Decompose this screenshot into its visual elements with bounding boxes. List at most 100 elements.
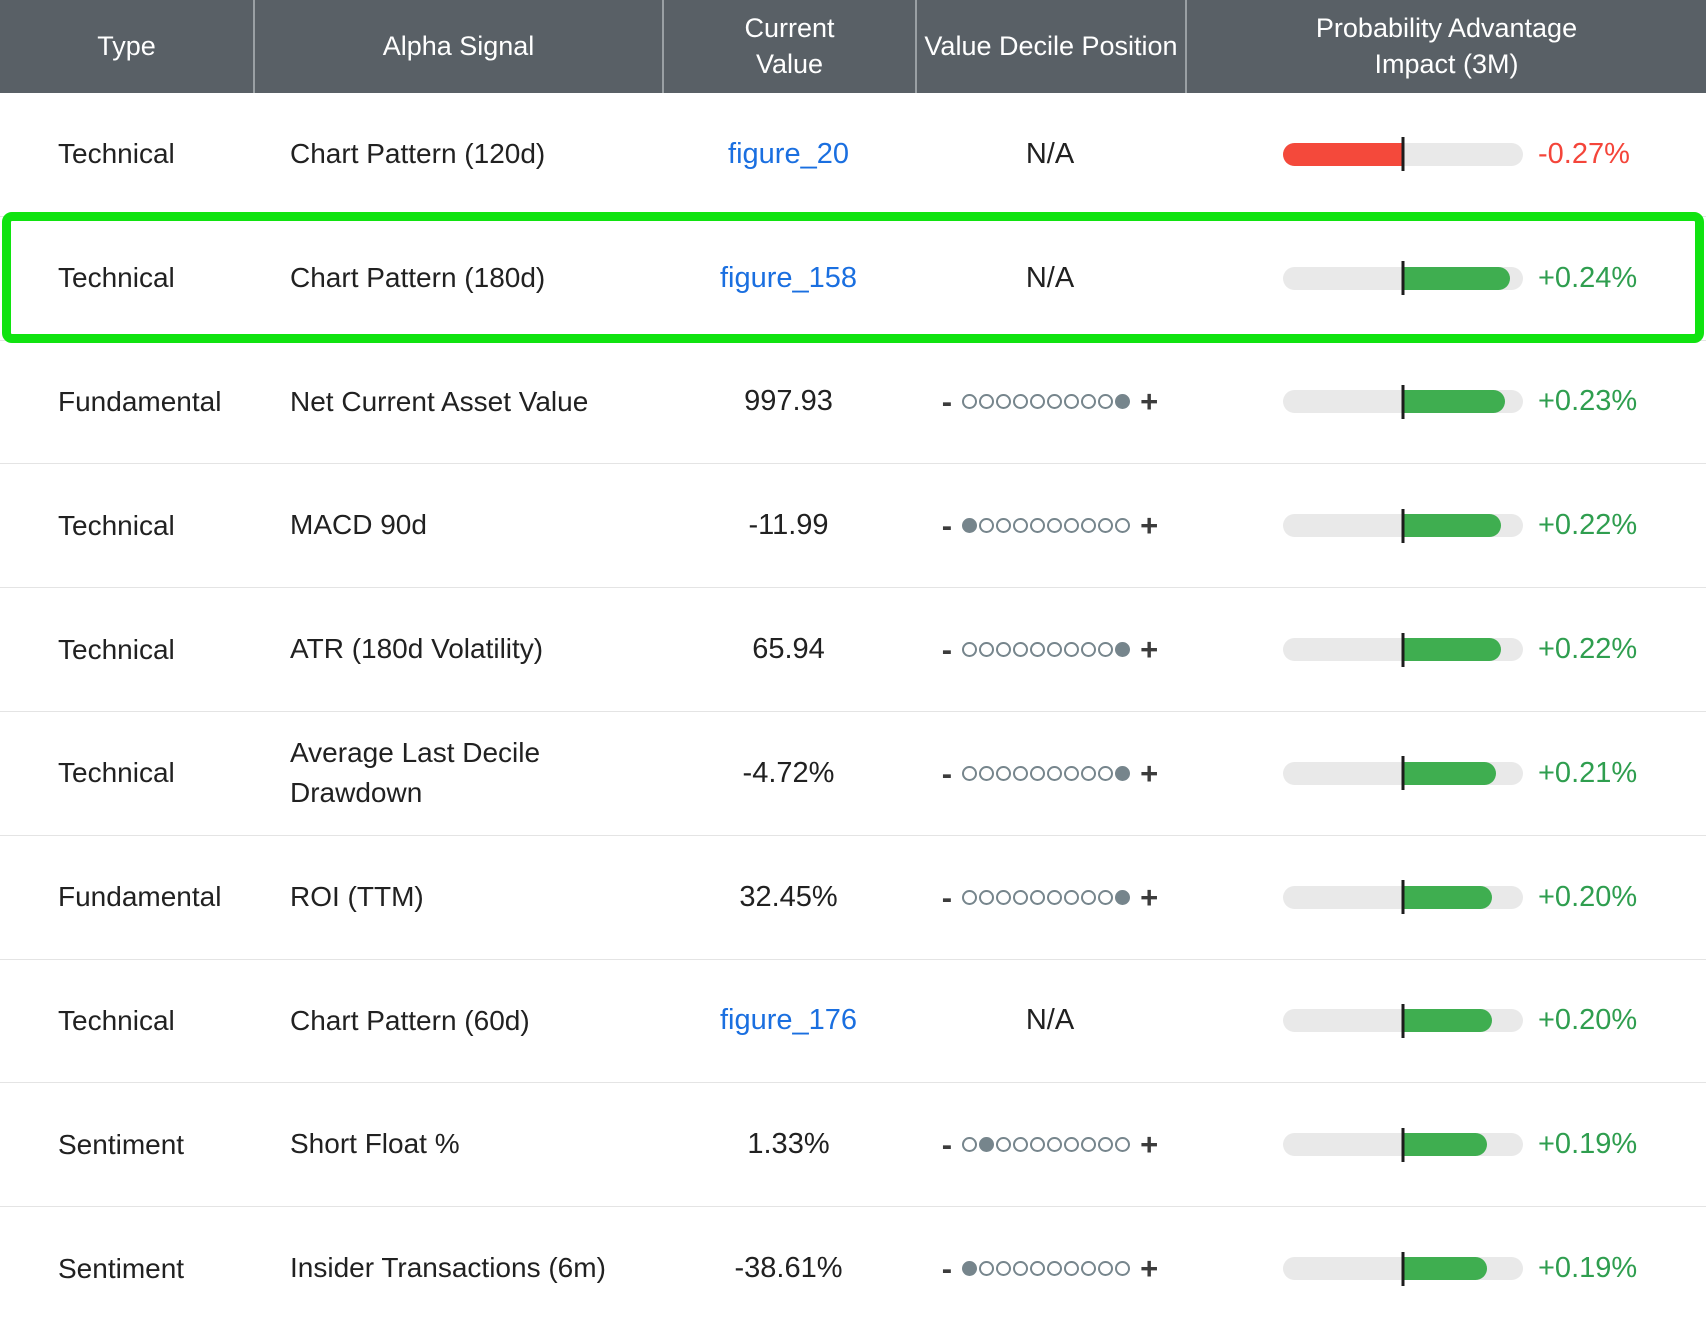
decile-dot <box>1098 642 1114 658</box>
decile-dot <box>1115 765 1131 781</box>
decile-dot <box>1064 765 1080 781</box>
decile-minus-button[interactable]: - <box>941 1251 953 1287</box>
decile-widget: - + <box>942 758 1158 789</box>
type-cell: Technical <box>0 588 253 711</box>
decile-dot <box>1081 518 1097 534</box>
decile-minus-button[interactable]: - <box>941 632 953 668</box>
decile-dot <box>1013 518 1029 534</box>
impact-bar-fill <box>1403 1257 1488 1281</box>
column-header-signal: Alpha Signal <box>253 0 662 93</box>
decile-minus-button[interactable]: - <box>941 1127 953 1163</box>
decile-plus-button[interactable]: + <box>1140 1127 1159 1163</box>
signal-cell: Chart Pattern (60d) <box>253 960 662 1083</box>
decile-dot <box>979 1261 995 1277</box>
signal-label: Insider Transactions (6m) <box>290 1252 606 1284</box>
decile-plus-button[interactable]: + <box>1140 755 1159 791</box>
decile-minus-button[interactable]: - <box>941 384 953 420</box>
impact-value: +0.19% <box>1538 1252 1638 1285</box>
decile-dot <box>979 642 995 658</box>
decile-dot <box>1098 1137 1114 1153</box>
decile-cell: - + <box>915 1207 1185 1330</box>
decile-dot <box>1115 1261 1131 1277</box>
decile-dot <box>979 394 995 410</box>
signal-label: Chart Pattern (60d) <box>290 1004 530 1036</box>
decile-dot <box>1030 889 1046 905</box>
value-cell: figure_176 <box>662 960 915 1083</box>
type-label: Technical <box>58 138 175 170</box>
impact-zero-tick-icon <box>1401 632 1405 667</box>
impact-bar-fill <box>1403 761 1497 785</box>
decile-plus-button[interactable]: + <box>1140 1251 1159 1287</box>
decile-cell: N/A <box>915 217 1185 340</box>
decile-plus-button[interactable]: + <box>1140 879 1159 915</box>
column-header-decile: Value Decile Position <box>915 0 1185 93</box>
type-cell: Sentiment <box>0 1083 253 1206</box>
decile-minus-button[interactable]: - <box>941 508 953 544</box>
decile-minus-button[interactable]: - <box>941 755 953 791</box>
table-row: Technical MACD 90d -11.99 - + +0.22% <box>0 463 1706 588</box>
decile-dot <box>1030 1137 1046 1153</box>
signal-cell: Insider Transactions (6m) <box>253 1207 662 1330</box>
impact-bar <box>1283 880 1523 915</box>
type-cell: Technical <box>0 464 253 587</box>
decile-dot <box>962 765 978 781</box>
decile-dot <box>979 1137 995 1153</box>
type-cell: Technical <box>0 712 253 835</box>
value-cell: -11.99 <box>662 464 915 587</box>
table-row: Fundamental ROI (TTM) 32.45% - + +0.20% <box>0 834 1706 959</box>
impact-value: +0.21% <box>1538 756 1638 789</box>
decile-dots <box>962 889 1131 905</box>
impact-value: +0.19% <box>1538 1128 1638 1161</box>
signal-cell: Chart Pattern (120d) <box>253 93 662 216</box>
decile-dot <box>979 518 995 534</box>
column-header-type: Type <box>97 30 156 61</box>
decile-dot <box>1030 394 1046 410</box>
decile-dot <box>1098 518 1114 534</box>
decile-dot <box>996 889 1012 905</box>
decile-dot <box>1064 1261 1080 1277</box>
decile-dot <box>1013 394 1029 410</box>
decile-plus-button[interactable]: + <box>1140 508 1159 544</box>
signal-label: Average Last Decile Drawdown <box>290 736 541 809</box>
table-header: Type Alpha Signal Current Value Value De… <box>0 0 1706 93</box>
current-value[interactable]: figure_20 <box>728 137 849 170</box>
decile-dot <box>996 765 1012 781</box>
decile-plus-button[interactable]: + <box>1140 384 1159 420</box>
impact-zero-tick-icon <box>1401 137 1405 172</box>
type-label: Technical <box>58 633 175 665</box>
decile-plus-button[interactable]: + <box>1140 632 1159 668</box>
decile-dot <box>1047 518 1063 534</box>
current-value[interactable]: figure_176 <box>719 1004 858 1037</box>
current-value[interactable]: figure_158 <box>719 261 858 294</box>
decile-dot <box>1081 1137 1097 1153</box>
value-cell: 65.94 <box>662 588 915 711</box>
decile-dot <box>979 889 995 905</box>
decile-dot <box>1115 518 1131 534</box>
decile-dot <box>1030 1261 1046 1277</box>
current-value: 997.93 <box>744 385 833 418</box>
impact-zero-tick-icon <box>1401 756 1405 791</box>
decile-widget: - + <box>942 386 1158 417</box>
decile-dot <box>996 642 1012 658</box>
signal-cell: ATR (180d Volatility) <box>253 588 662 711</box>
type-label: Fundamental <box>58 881 222 913</box>
decile-dot <box>1081 889 1097 905</box>
impact-bar <box>1283 756 1523 791</box>
impact-cell: +0.19% <box>1185 1207 1706 1330</box>
impact-value: +0.24% <box>1538 261 1638 294</box>
decile-dot <box>1047 394 1063 410</box>
column-header-current-value: Current Value <box>662 0 915 93</box>
type-label: Technical <box>58 509 175 541</box>
signal-label: ROI (TTM) <box>290 880 424 912</box>
decile-dot <box>1013 642 1029 658</box>
decile-dot <box>1013 765 1029 781</box>
impact-bar-fill <box>1403 885 1492 909</box>
decile-minus-button[interactable]: - <box>941 879 953 915</box>
type-cell: Fundamental <box>0 836 253 959</box>
decile-dot <box>996 1261 1012 1277</box>
current-value: 1.33% <box>747 1128 830 1161</box>
decile-dot <box>1098 394 1114 410</box>
decile-dot <box>1047 889 1063 905</box>
impact-zero-tick-icon <box>1401 384 1405 419</box>
value-cell: 997.93 <box>662 341 915 464</box>
